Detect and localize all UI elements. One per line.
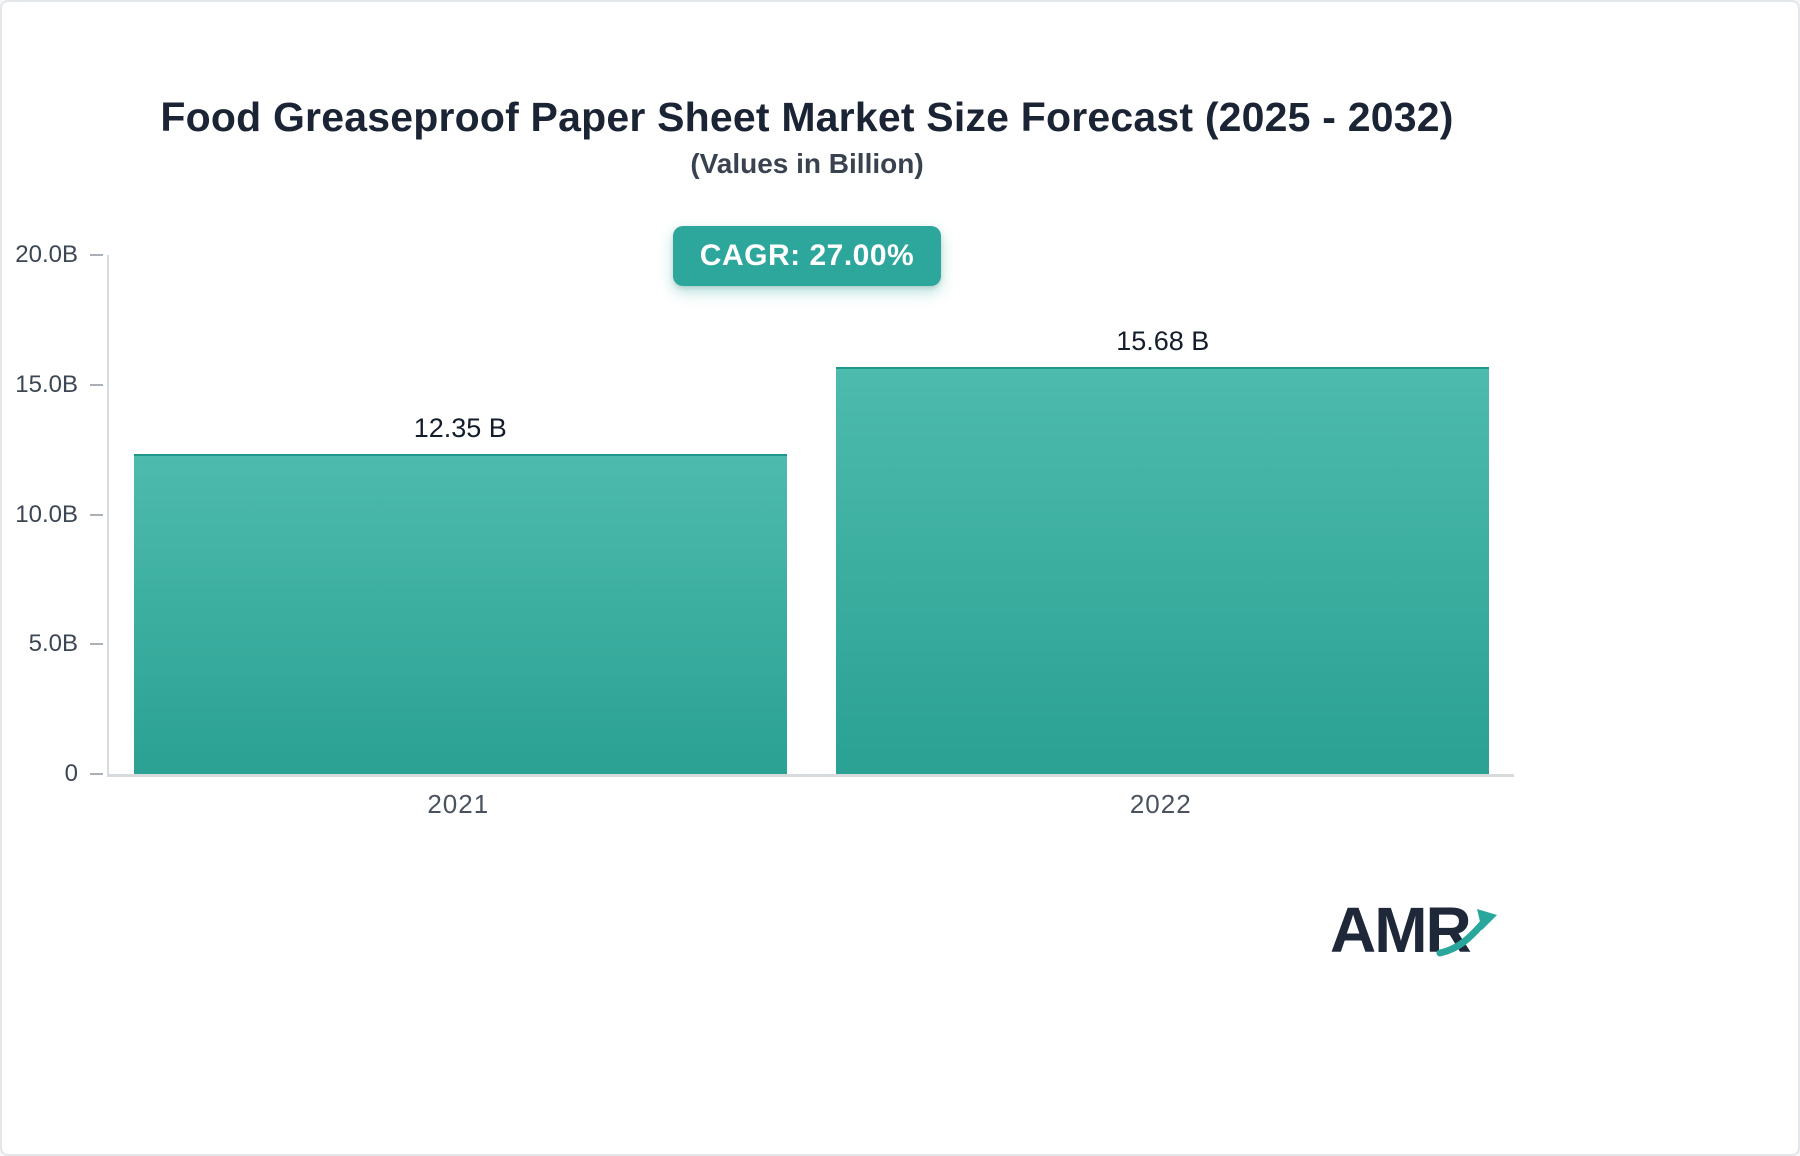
bar-value-label: 15.68 B: [1116, 326, 1210, 357]
bar-2021: [133, 453, 787, 774]
x-axis-label: 2022: [1129, 789, 1192, 819]
y-axis-ticks: [90, 254, 104, 775]
chart-title: Food Greaseproof Paper Sheet Market Size…: [160, 94, 1454, 140]
y-tick-mark: [90, 773, 103, 775]
y-tick-mark: [90, 383, 103, 386]
y-tick-mark: [90, 643, 103, 646]
bar-value-label: 12.35 B: [413, 412, 507, 443]
y-tick-label: 5.0B: [28, 630, 78, 658]
y-tick-mark: [90, 254, 103, 256]
growth-arrow-icon: [1436, 909, 1497, 957]
cagr-badge: CAGR: 27.00%: [672, 226, 942, 286]
y-tick-label: 10.0B: [15, 500, 78, 528]
chart-subtitle: (Values in Billion): [690, 148, 924, 179]
x-axis-labels: 2021 2022: [107, 789, 1512, 829]
y-tick-label: 20.0B: [15, 241, 78, 268]
y-tick-label: 15.0B: [15, 370, 78, 398]
y-tick-mark: [90, 513, 103, 516]
y-tick-label: 0: [64, 760, 78, 787]
bar-2022: [836, 367, 1490, 774]
cagr-badge-row: CAGR: 27.00%: [2, 226, 1612, 286]
y-axis-labels: 20.0B 15.0B 10.0B 5.0B 0: [2, 241, 78, 787]
x-axis-label: 2021: [427, 789, 490, 819]
amr-logo: AMR: [1330, 893, 1498, 967]
bars-container: 12.35 B 15.68 B: [109, 255, 1514, 774]
plot-area: 12.35 B 15.68 B: [107, 255, 1514, 777]
